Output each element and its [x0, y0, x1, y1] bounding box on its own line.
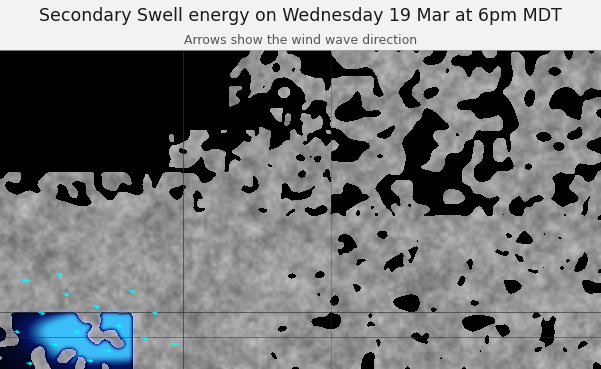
Text: Arrows show the wind wave direction: Arrows show the wind wave direction: [184, 34, 417, 46]
Text: Secondary Swell energy on Wednesday 19 Mar at 6pm MDT: Secondary Swell energy on Wednesday 19 M…: [39, 7, 562, 25]
